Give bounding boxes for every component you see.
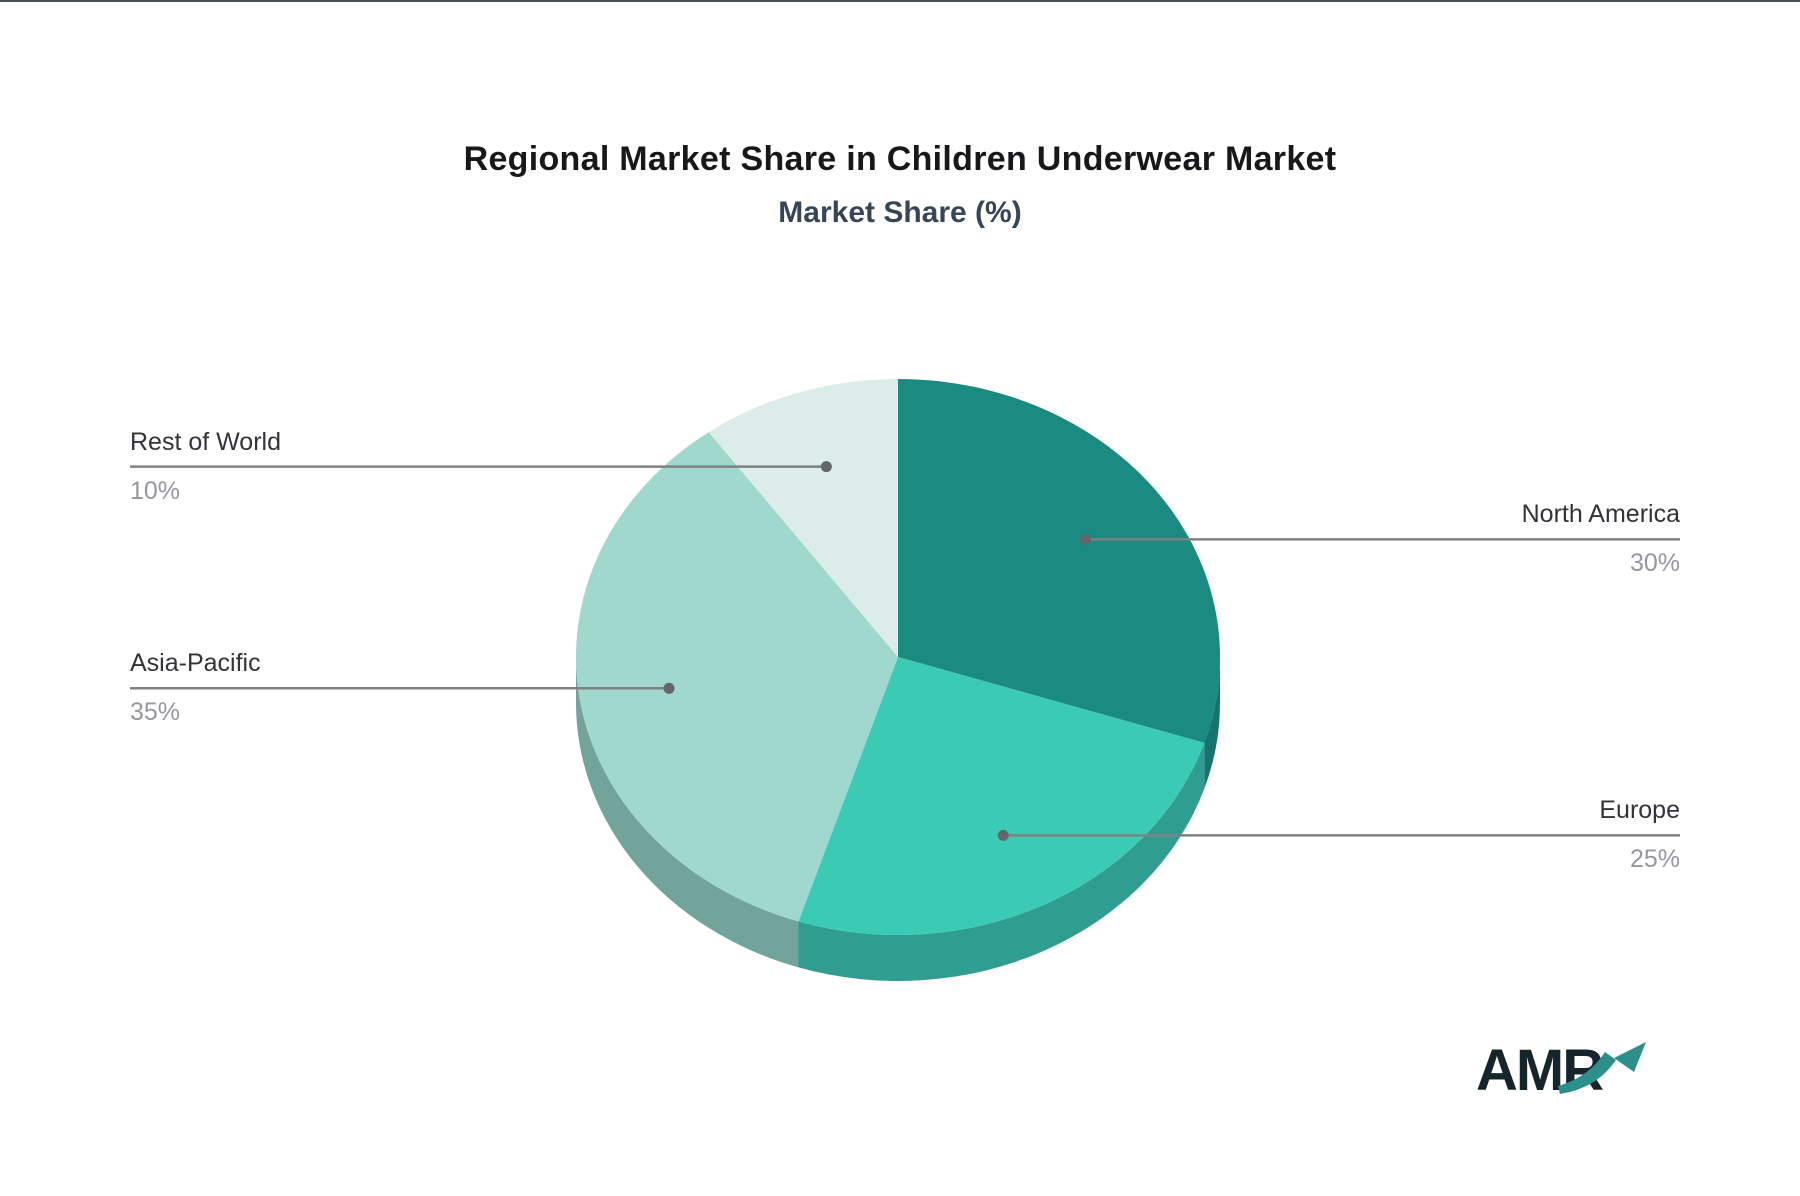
chart-title: Regional Market Share in Children Underw… [463,140,1337,178]
callout-dot-north-america [1080,533,1092,545]
callout-label-europe: Europe [1599,796,1680,825]
callout-value-europe: 25% [1629,845,1680,874]
pie-slice-asia-pacific [576,432,898,922]
callout-dot-rest-of-world [820,461,832,473]
callout-value-rest-of-world: 10% [130,476,181,505]
callout-dot-asia-pacific [663,682,675,694]
callout-dot-europe [997,829,1009,841]
chart-subtitle: Market Share (%) [778,196,1022,229]
amr-logo: AMR [1476,1040,1656,1110]
pie-slice-side-asia-pacific [576,657,799,968]
pie-slice-north-america [898,379,1220,743]
amr-logo-text: AMR [1476,1038,1604,1103]
callout-label-rest-of-world: Rest of World [130,427,281,456]
amr-logo-arrow-icon [1558,1042,1646,1094]
pie-slice-side-north-america [1204,657,1220,789]
callout-value-asia-pacific: 35% [130,698,181,727]
callout-label-north-america: North America [1521,500,1680,529]
pie-slice-side-europe [798,742,1205,981]
callout-value-north-america: 30% [1629,549,1680,578]
callout-label-asia-pacific: Asia-Pacific [130,649,261,678]
pie-slice-europe [798,657,1205,935]
pie-slice-rest-of-world [708,379,898,657]
